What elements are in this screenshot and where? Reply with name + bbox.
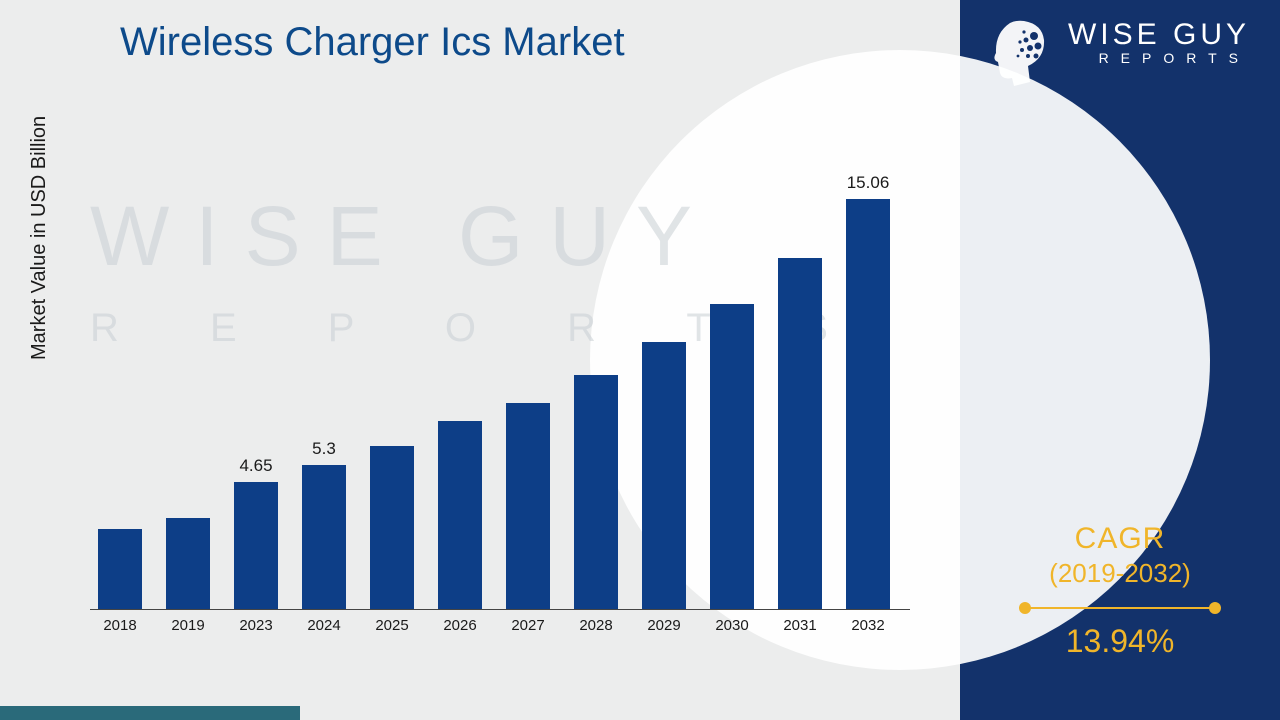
bar-fill <box>438 421 482 609</box>
bar-2019: 2019 <box>166 518 210 609</box>
x-tick-label: 2027 <box>511 617 544 634</box>
brand-logo: WISE GUY REPORTS <box>1068 18 1250 66</box>
x-tick-label: 2026 <box>443 617 476 634</box>
brand-head-icon <box>990 18 1050 88</box>
x-tick-label: 2025 <box>375 617 408 634</box>
x-tick-label: 2018 <box>103 617 136 634</box>
brand-line2: REPORTS <box>1068 50 1250 66</box>
cagr-title: CAGR <box>1000 522 1240 556</box>
bar-fill <box>98 529 142 609</box>
x-axis-line <box>90 609 910 610</box>
bar-fill <box>778 258 822 609</box>
x-tick-label: 2024 <box>307 617 340 634</box>
bar-2024: 20245.3 <box>302 465 346 609</box>
plot-area: 2018 2019 20234.65 20245.3 2025 2026 2027 2028 2… <box>90 190 910 610</box>
bar-2027: 2027 <box>506 403 550 609</box>
bar-chart: 2018 2019 20234.65 20245.3 2025 2026 2027 2028 2… <box>70 190 910 610</box>
bar-2031: 2031 <box>778 258 822 609</box>
x-tick-label: 2031 <box>783 617 816 634</box>
cagr-divider <box>1025 607 1215 609</box>
bar-fill <box>166 518 210 609</box>
bar-2018: 2018 <box>98 529 142 609</box>
bar-value-label: 4.65 <box>239 456 272 476</box>
cagr-value: 13.94% <box>1000 623 1240 660</box>
bar-fill <box>574 375 618 609</box>
bar-fill <box>642 342 686 609</box>
bar-value-label: 15.06 <box>847 173 890 193</box>
bar-2023: 20234.65 <box>234 482 278 609</box>
bar-2030: 2030 <box>710 304 754 609</box>
x-tick-label: 2030 <box>715 617 748 634</box>
bar-2032: 203215.06 <box>846 199 890 609</box>
y-axis-label: Market Value in USD Billion <box>28 116 51 360</box>
bar-fill <box>234 482 278 609</box>
x-tick-label: 2028 <box>579 617 612 634</box>
cagr-years: (2019-2032) <box>1000 558 1240 589</box>
stage: WISE GUY R E P O R T S Wireless Charger … <box>0 0 1280 720</box>
bottom-strip <box>0 706 300 720</box>
x-tick-label: 2019 <box>171 617 204 634</box>
bar-2029: 2029 <box>642 342 686 609</box>
bar-2025: 2025 <box>370 446 414 609</box>
bar-fill <box>710 304 754 609</box>
bar-fill <box>506 403 550 609</box>
bar-fill <box>846 199 890 609</box>
x-tick-label: 2029 <box>647 617 680 634</box>
bar-fill <box>370 446 414 609</box>
brand-line1: WISE GUY <box>1068 18 1250 52</box>
x-tick-label: 2032 <box>851 617 884 634</box>
bar-value-label: 5.3 <box>312 439 336 459</box>
bar-fill <box>302 465 346 609</box>
cagr-box: CAGR (2019-2032) 13.94% <box>1000 522 1240 660</box>
chart-title: Wireless Charger Ics Market <box>120 20 625 65</box>
bar-2026: 2026 <box>438 421 482 609</box>
x-tick-label: 2023 <box>239 617 272 634</box>
bar-2028: 2028 <box>574 375 618 609</box>
